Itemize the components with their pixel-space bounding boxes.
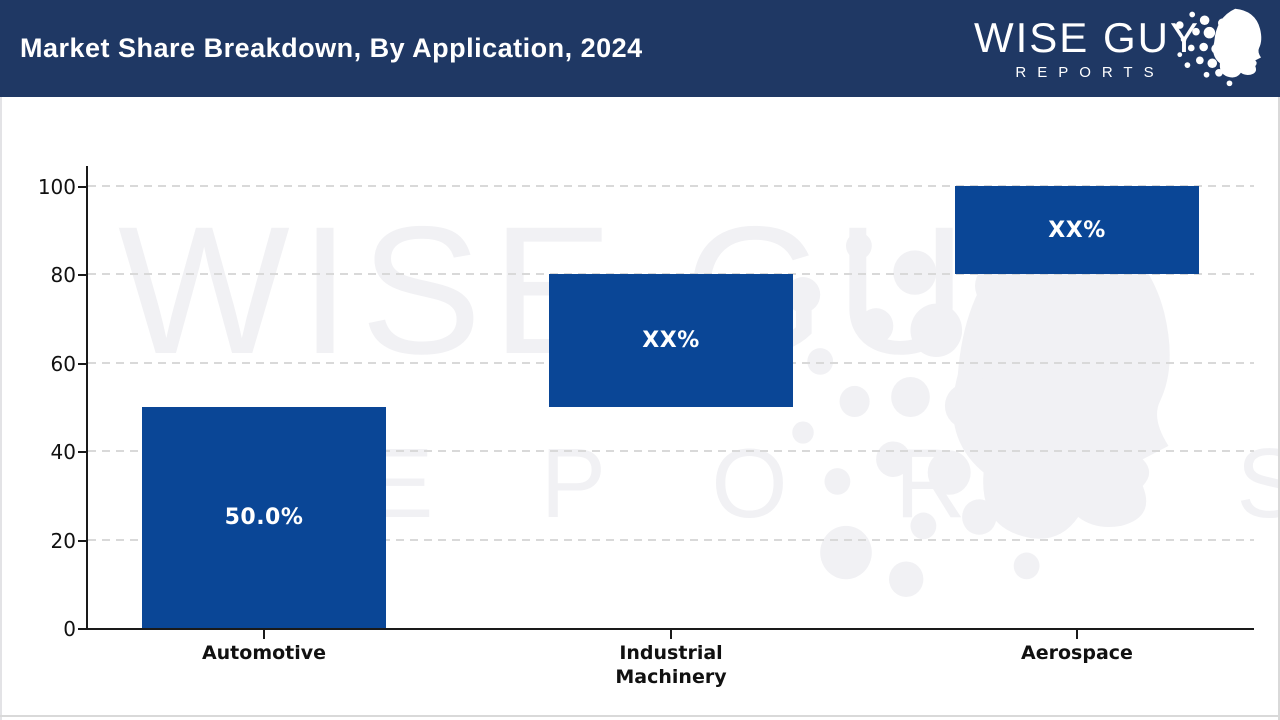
- gridline-20: [88, 538, 1254, 541]
- logo-text: WISE GUY REPORTS: [973, 14, 1200, 81]
- x-category-label: Aerospace: [1021, 642, 1133, 664]
- bar-value-label: XX%: [1048, 217, 1106, 243]
- gridline-100: [88, 185, 1254, 187]
- x-category-label: Industrial Machinery: [615, 642, 727, 688]
- x-tick-mark: [1076, 630, 1078, 639]
- page-title: Market Share Breakdown, By Application, …: [20, 33, 643, 63]
- page-border-bottom: [0, 715, 1280, 717]
- page-border-left: [0, 97, 2, 720]
- bar-value-label: 50.0%: [224, 505, 304, 530]
- y-tick-mark: [78, 362, 86, 365]
- watermark-face-icon: [785, 219, 1170, 597]
- header: Market Share Breakdown, By Application, …: [0, 0, 1280, 97]
- bar-aerospace: XX%: [955, 186, 1199, 275]
- x-tick-mark: [263, 630, 265, 639]
- logo-face-icon: [1175, 8, 1262, 86]
- bar-value-label: XX%: [642, 328, 700, 354]
- logo-wordmark: WISE GUY: [973, 14, 1200, 61]
- y-tick-mark: [78, 628, 86, 630]
- x-axis: [86, 628, 1254, 630]
- y-tick-label: 80: [50, 263, 76, 288]
- logo-subtitle: REPORTS: [1015, 64, 1165, 81]
- y-tick-mark: [78, 539, 86, 542]
- y-tick-label: 60: [50, 351, 76, 376]
- y-tick-mark: [78, 451, 86, 454]
- x-tick-mark: [670, 630, 672, 639]
- bar-industrial-machinery: XX%: [549, 274, 793, 407]
- y-tick-label: 100: [37, 175, 76, 199]
- y-tick-mark: [78, 186, 86, 188]
- gridline-40: [88, 450, 1254, 453]
- y-axis: [86, 166, 88, 630]
- y-tick-label: 0: [63, 617, 76, 641]
- bar-automotive: 50.0%: [142, 407, 386, 628]
- logo: WISE GUY REPORTS: [974, 8, 1266, 90]
- y-tick-label: 20: [50, 528, 76, 553]
- y-tick-mark: [78, 274, 86, 277]
- chart-area: WISE GUY R E P O R T S 0 20 40 60 80 100 50.0%…: [0, 97, 1280, 720]
- y-tick-label: 40: [50, 440, 76, 465]
- x-category-label: Automotive: [201, 642, 327, 664]
- page-border-right: [1278, 97, 1280, 720]
